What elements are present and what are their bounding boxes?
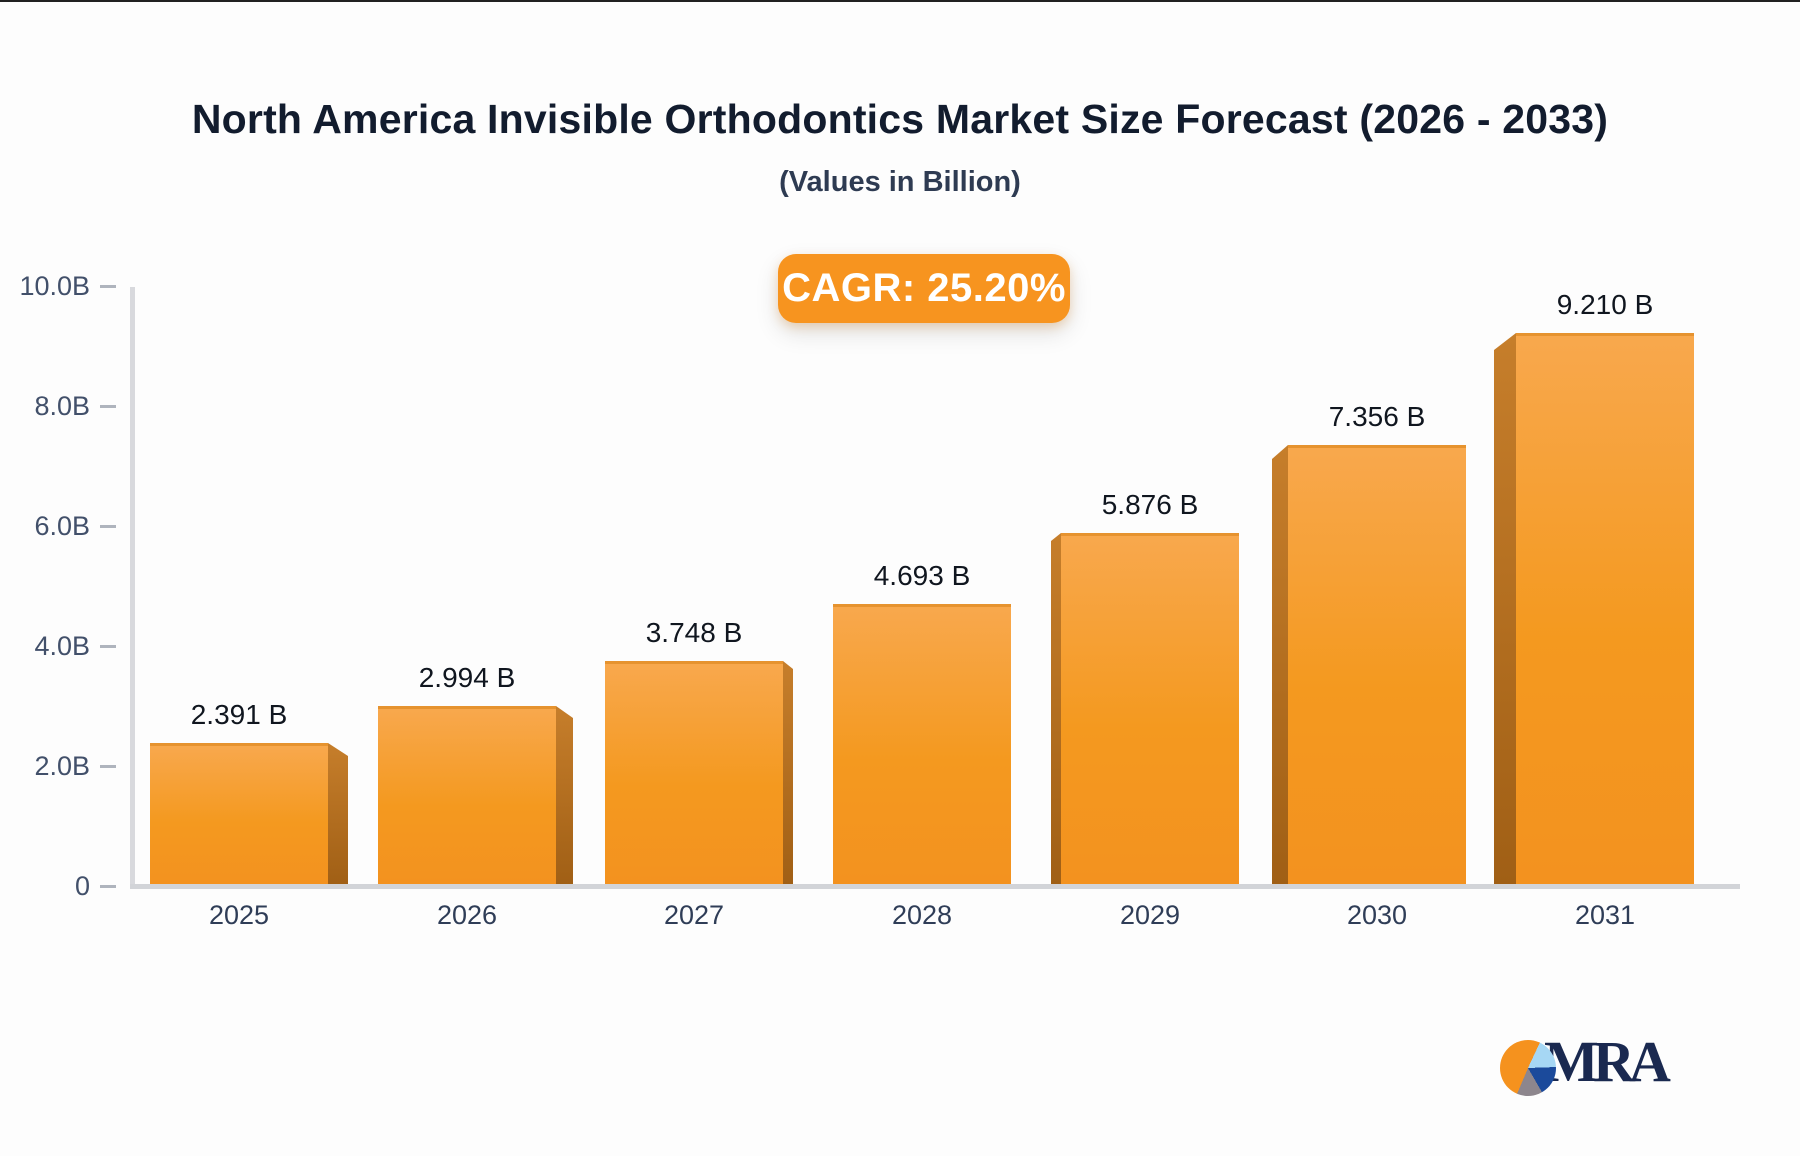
x-axis-label: 2028 xyxy=(891,900,953,930)
y-tick-label: 2.0B xyxy=(34,751,90,781)
bar-front-2028 xyxy=(833,604,1011,886)
y-tick-label: 8.0B xyxy=(34,391,90,421)
bar-front-2030 xyxy=(1288,445,1466,886)
bar-side-2030 xyxy=(1272,445,1288,886)
bar-side-2029 xyxy=(1051,533,1061,886)
y-axis-line xyxy=(130,287,135,887)
x-axis-label: 2027 xyxy=(663,900,725,930)
bar-value-label: 7.356 B xyxy=(1328,401,1426,432)
x-axis-label: 2029 xyxy=(1119,900,1181,930)
bar-side-2025 xyxy=(328,743,348,886)
top-border-line xyxy=(0,0,1800,2)
bar-front-2026 xyxy=(378,706,556,886)
bar-side-2026 xyxy=(556,706,573,886)
y-tick-dash xyxy=(100,405,116,408)
x-axis-label: 2025 xyxy=(208,900,270,930)
bar-value-label: 2.994 B xyxy=(418,662,516,693)
bar-value-label: 3.748 B xyxy=(645,617,743,648)
bar-front-2025 xyxy=(150,743,328,886)
cagr-badge-label: CAGR: 25.20% xyxy=(782,266,1066,310)
y-tick-dash xyxy=(100,525,116,528)
bar-front-2029 xyxy=(1061,533,1239,886)
mra-logo-text: MRA xyxy=(1544,1029,1671,1094)
y-tick-label: 6.0B xyxy=(34,511,90,541)
bar-value-label: 5.876 B xyxy=(1101,489,1199,520)
x-axis-label: 2031 xyxy=(1574,900,1636,930)
x-axis-baseline xyxy=(130,884,1740,889)
bar-side-2031 xyxy=(1494,333,1516,886)
x-axis-label: 2026 xyxy=(436,900,498,930)
bar-front-2031 xyxy=(1516,333,1694,886)
bar-side-2027 xyxy=(783,661,793,886)
y-tick-dash xyxy=(100,285,116,288)
y-tick-dash xyxy=(100,885,116,888)
bar-value-label: 9.210 B xyxy=(1556,289,1654,320)
x-axis-label: 2030 xyxy=(1346,900,1408,930)
bar-value-label: 2.391 B xyxy=(190,699,288,730)
y-tick-label: 4.0B xyxy=(34,631,90,661)
y-tick-dash xyxy=(100,765,116,768)
chart-title: North America Invisible Orthodontics Mar… xyxy=(191,96,1609,142)
bar-front-2027 xyxy=(605,661,783,886)
y-tick-label: 0 xyxy=(74,871,90,901)
y-tick-dash xyxy=(100,645,116,648)
cagr-badge: CAGR: 25.20% xyxy=(778,254,1070,323)
mra-logo-pie-icon xyxy=(1500,1040,1556,1096)
mra-logo: MRA xyxy=(1496,1028,1716,1108)
bar-value-label: 4.693 B xyxy=(873,560,971,591)
y-tick-label: 10.0B xyxy=(19,271,90,301)
chart-subtitle: (Values in Billion) xyxy=(779,166,1021,198)
